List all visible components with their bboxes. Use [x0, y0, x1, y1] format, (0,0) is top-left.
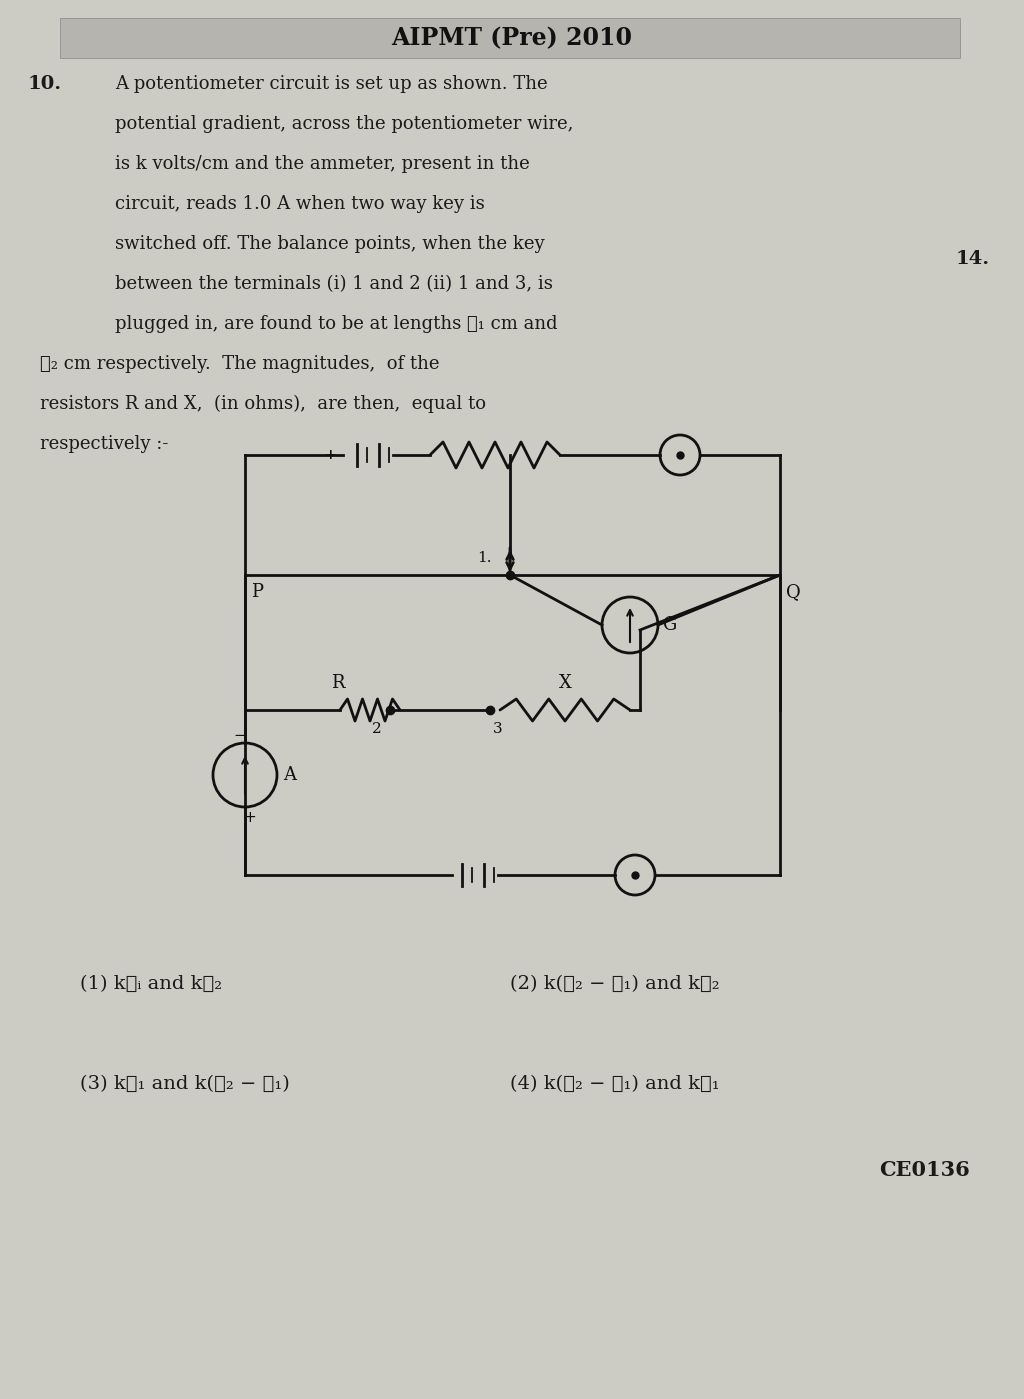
Text: is k volts/cm and the ammeter, present in the: is k volts/cm and the ammeter, present i…: [115, 155, 529, 173]
Text: respectively :-: respectively :-: [40, 435, 168, 453]
Text: AIPMT (Pre) 2010: AIPMT (Pre) 2010: [391, 27, 633, 50]
Text: 1.: 1.: [477, 551, 492, 565]
Text: (4) k(ℓ₂ − ℓ₁) and kℓ₁: (4) k(ℓ₂ − ℓ₁) and kℓ₁: [510, 1074, 720, 1093]
Text: 14.: 14.: [955, 250, 990, 269]
Text: X: X: [558, 674, 571, 693]
Text: 2: 2: [373, 722, 382, 736]
Text: 10.: 10.: [28, 76, 62, 92]
Text: (1) kℓᵢ and kℓ₂: (1) kℓᵢ and kℓ₂: [80, 975, 222, 993]
Text: circuit, reads 1.0 A when two way key is: circuit, reads 1.0 A when two way key is: [115, 194, 484, 213]
Text: switched off. The balance points, when the key: switched off. The balance points, when t…: [115, 235, 545, 253]
Text: (2) k(ℓ₂ − ℓ₁) and kℓ₂: (2) k(ℓ₂ − ℓ₁) and kℓ₂: [510, 975, 720, 993]
Text: A potentiometer circuit is set up as shown. The: A potentiometer circuit is set up as sho…: [115, 76, 548, 92]
Text: R: R: [331, 674, 344, 693]
Text: +: +: [325, 448, 336, 462]
Text: Q: Q: [786, 583, 801, 602]
Text: G: G: [663, 616, 677, 634]
Text: plugged in, are found to be at lengths ℓ₁ cm and: plugged in, are found to be at lengths ℓ…: [115, 315, 558, 333]
Text: 3: 3: [493, 722, 503, 736]
Text: ℓ₂ cm respectively.  The magnitudes,  of the: ℓ₂ cm respectively. The magnitudes, of t…: [40, 355, 439, 374]
Text: CE0136: CE0136: [880, 1160, 970, 1179]
Text: resistors R and X,  (in ohms),  are then,  equal to: resistors R and X, (in ohms), are then, …: [40, 395, 486, 413]
Text: (3) kℓ₁ and k(ℓ₂ − ℓ₁): (3) kℓ₁ and k(ℓ₂ − ℓ₁): [80, 1074, 290, 1093]
Text: between the terminals (i) 1 and 2 (ii) 1 and 3, is: between the terminals (i) 1 and 2 (ii) 1…: [115, 276, 553, 292]
Bar: [60, 18, 961, 57]
Text: potential gradient, across the potentiometer wire,: potential gradient, across the potentiom…: [115, 115, 573, 133]
Text: A: A: [283, 767, 296, 783]
Text: P: P: [251, 583, 263, 602]
Text: −: −: [233, 727, 247, 743]
Text: +: +: [244, 810, 256, 824]
